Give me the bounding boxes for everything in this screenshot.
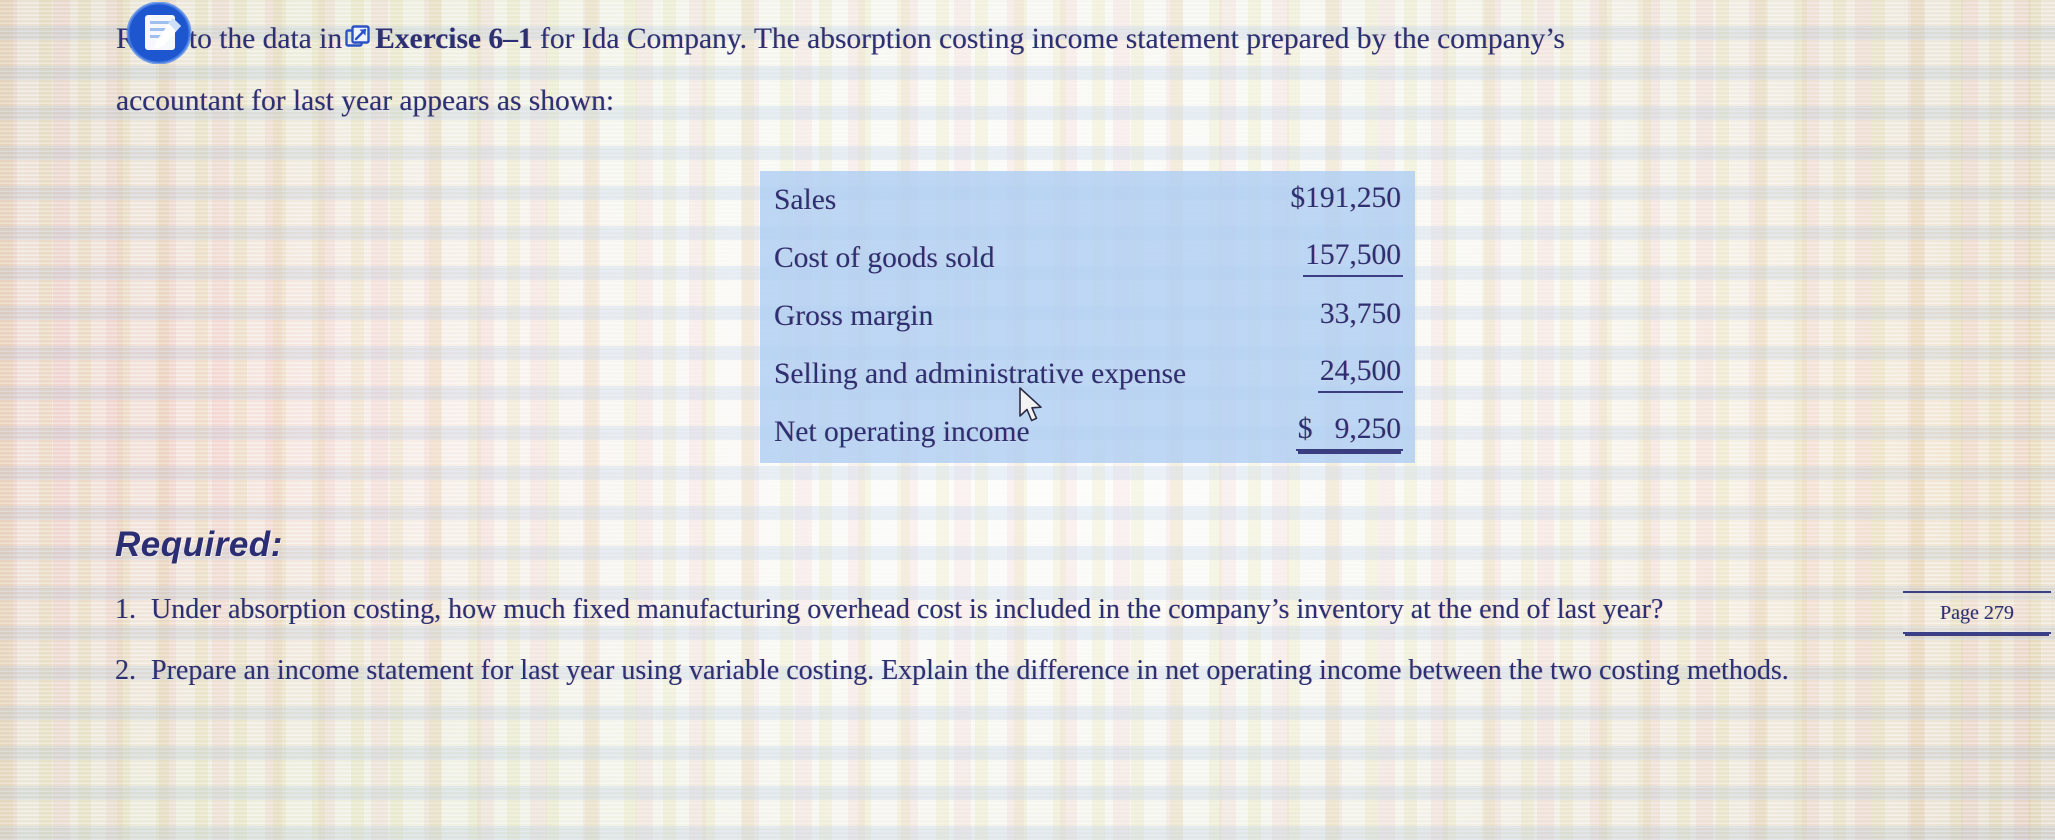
income-statement-block[interactable]: Sales $191,250 Cost of goods sold 157,50… — [760, 171, 1415, 463]
table-row[interactable]: Selling and administrative expense 24,50… — [760, 345, 1415, 403]
table-row[interactable]: Net operating income $ 9,250 — [760, 403, 1415, 461]
exercise-reference-link[interactable]: Exercise 6–1 — [375, 23, 533, 55]
table-row[interactable]: Sales $191,250 — [760, 171, 1415, 229]
table-row[interactable]: Gross margin 33,750 — [760, 287, 1415, 345]
row-label: Net operating income — [774, 415, 1030, 448]
list-item-number: 1. — [115, 594, 136, 625]
list-item-text: Prepare an income statement for last yea… — [151, 655, 1789, 686]
list-item-text: Under absorption costing, how much fixed… — [151, 594, 1664, 625]
row-label: Selling and administrative expense — [774, 357, 1187, 390]
row-amount: $191,250 — [1290, 182, 1401, 214]
page-marker: Page 279 — [1903, 591, 2051, 634]
row-amount: 33,750 — [1319, 298, 1401, 330]
external-link-icon[interactable] — [345, 25, 371, 51]
required-question-list: 1. Under absorption costing, how much fi… — [115, 583, 1970, 705]
income-statement-table: Sales $191,250 Cost of goods sold 157,50… — [760, 171, 1415, 461]
table-row[interactable]: Cost of goods sold 157,500 — [760, 229, 1415, 287]
required-heading: Required: — [115, 525, 283, 564]
selection-highlight — [760, 171, 1415, 463]
mouse-pointer-icon — [1019, 387, 1042, 422]
row-label: Gross margin — [774, 299, 934, 332]
row-amount: 24,500 — [1265, 345, 1415, 403]
row-amount: $ 9,250 — [1265, 403, 1415, 461]
intro-text-after: for Ida Company. The absorption costing … — [540, 23, 1565, 55]
note-badge-icon — [126, 2, 192, 64]
list-item-number: 2. — [115, 655, 136, 686]
row-label: Cost of goods sold — [774, 241, 995, 274]
intro-paragraph: Refer to the data in Exercise 6–1 for Id… — [116, 8, 1996, 132]
list-item: 2. Prepare an income statement for last … — [115, 644, 1970, 697]
list-item: 1. Under absorption costing, how much fi… — [115, 583, 1970, 636]
intro-line-2: accountant for last year appears as show… — [116, 85, 615, 117]
row-label: Sales — [774, 183, 837, 216]
row-amount: 157,500 — [1265, 229, 1415, 287]
